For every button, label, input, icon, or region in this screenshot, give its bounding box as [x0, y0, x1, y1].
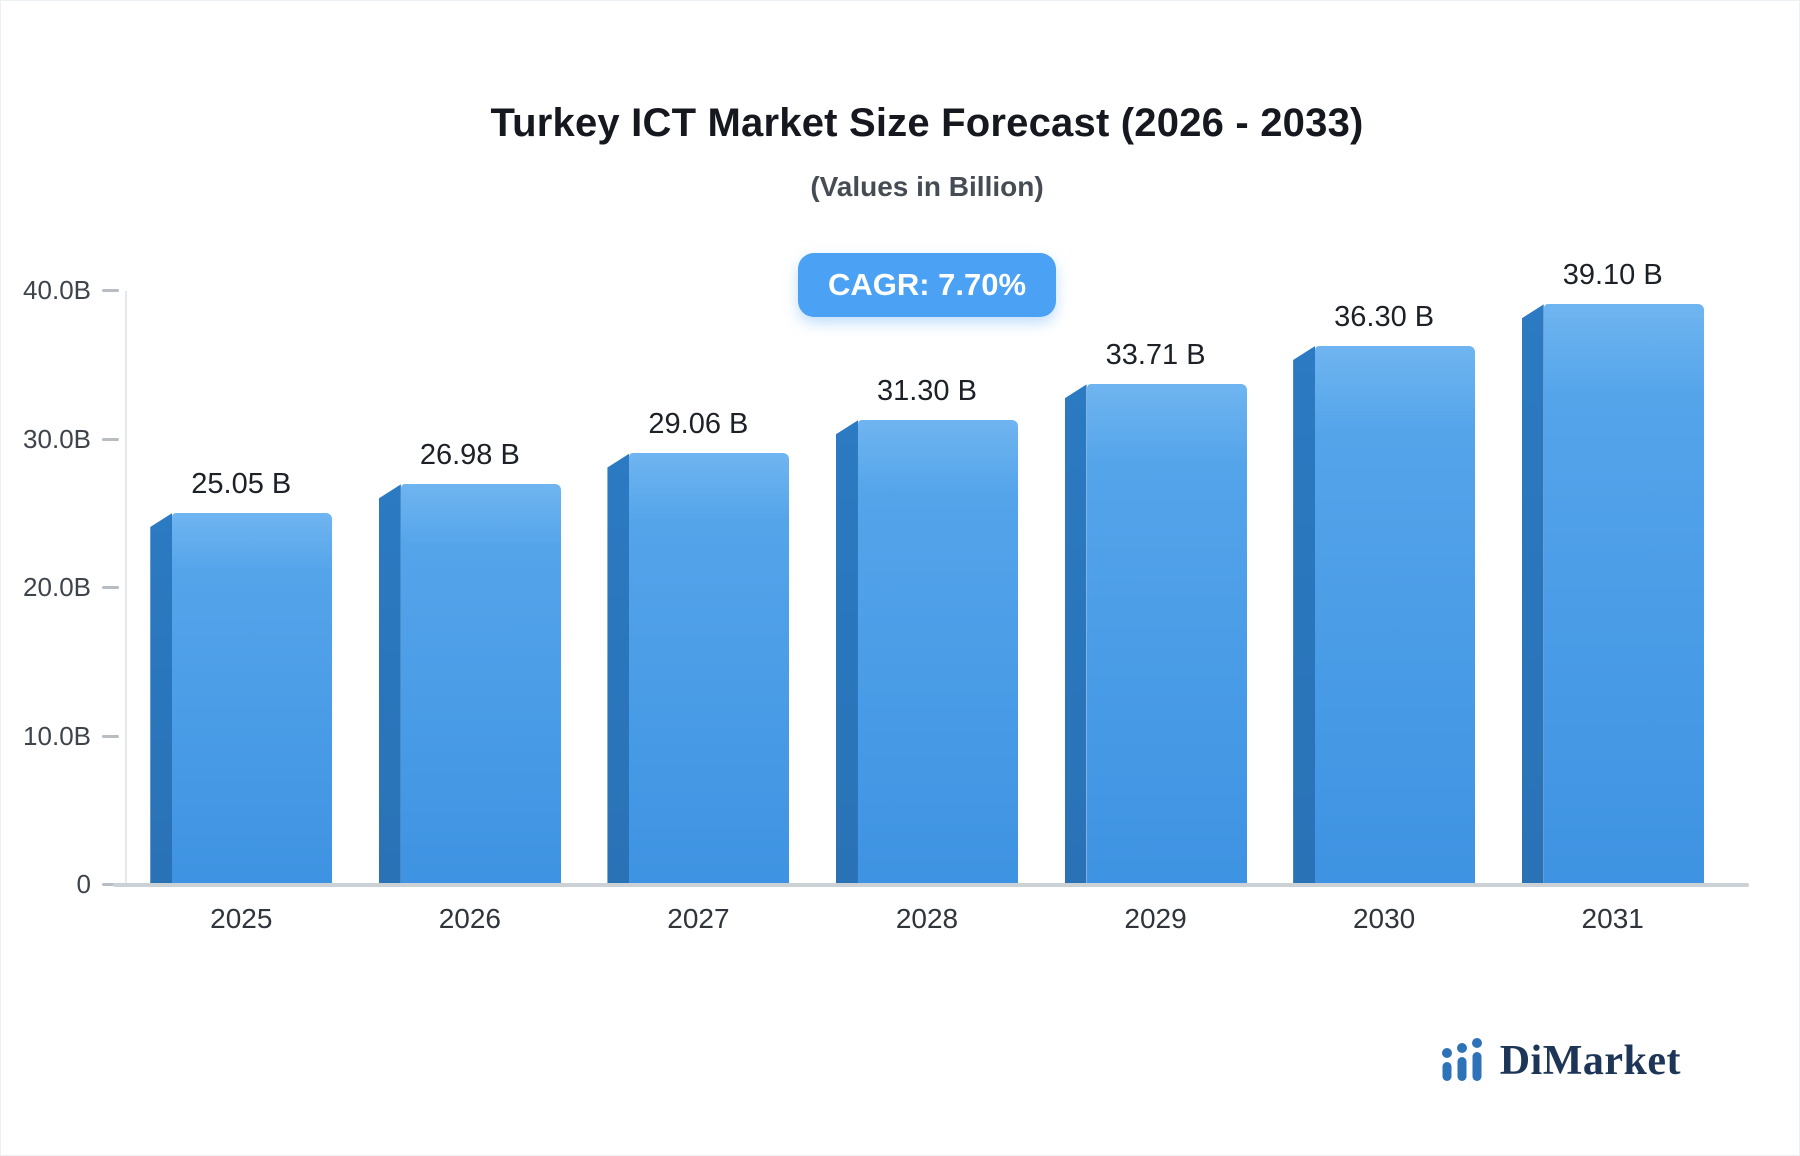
bar-slot: 25.05 B 2025 — [127, 291, 356, 934]
bar-2029 — [1064, 384, 1247, 885]
x-axis-label: 2029 — [1124, 903, 1187, 934]
x-axis-label: 2027 — [667, 903, 730, 934]
bar-slot: 39.10 B 2031 — [1498, 259, 1727, 934]
bar-slot: 26.98 B 2026 — [356, 291, 585, 934]
bar-front-face — [1086, 384, 1247, 885]
bar-side-face — [1521, 304, 1544, 885]
y-tick-mark — [102, 883, 119, 886]
cagr-badge-row: CAGR: 7.70% — [127, 253, 1727, 317]
y-tick-mark — [102, 734, 119, 738]
bar-front-face — [857, 420, 1018, 885]
bar-2027 — [607, 453, 790, 885]
y-tick-label: 10.0B — [23, 720, 91, 751]
y-tick-mark — [102, 437, 119, 441]
y-axis: 0 10.0B 20.0B 30.0B 40.0B — [1, 275, 127, 899]
bar-value-label: 26.98 B — [419, 439, 520, 472]
x-axis-label: 2028 — [895, 903, 959, 934]
y-tick-label: 20.0B — [23, 572, 91, 602]
bar-side-face — [835, 420, 858, 885]
bar-value-label: 31.30 B — [876, 375, 977, 408]
x-axis-label: 2030 — [1352, 903, 1416, 934]
y-axis-line — [125, 291, 127, 885]
bar-side-face — [1064, 384, 1087, 885]
y-tick-label: 0 — [76, 869, 91, 899]
y-tick-label: 40.0B — [23, 275, 91, 305]
bar-front-face — [400, 484, 561, 885]
bar-side-face — [378, 484, 401, 885]
chart-subtitle: (Values in Billion) — [810, 171, 1044, 202]
chart-title: Turkey ICT Market Size Forecast (2026 - … — [490, 101, 1364, 145]
bar-slot: 31.30 B 2028 — [813, 291, 1042, 934]
bar-side-face — [150, 513, 173, 885]
bar-side-face — [1293, 345, 1316, 885]
x-axis-label: 2026 — [438, 903, 501, 934]
bar-value-label: 39.10 B — [1562, 259, 1663, 292]
bar-chart-logo-icon — [1438, 1037, 1486, 1085]
bar-front-face — [1315, 345, 1476, 885]
bar-slot: 36.30 B 2030 — [1270, 291, 1499, 934]
bar-front-face — [172, 513, 333, 885]
cagr-badge: CAGR: 7.70% — [797, 253, 1057, 317]
logo-wordmark: DiMarket — [1499, 1038, 1681, 1084]
bar-2031 — [1521, 304, 1704, 885]
bar-slot: 33.71 B 2029 — [1041, 291, 1270, 934]
bar-2028 — [835, 420, 1018, 885]
bar-2025 — [150, 513, 333, 885]
bar-front-face — [1543, 304, 1704, 885]
bar-2026 — [378, 484, 561, 885]
bar-side-face — [607, 453, 630, 885]
x-axis-line — [113, 883, 1749, 887]
bar-value-label: 25.05 B — [191, 468, 292, 501]
x-axis-label: 2031 — [1581, 903, 1644, 934]
bar-value-label: 36.30 B — [1334, 300, 1435, 333]
bar-front-face — [629, 453, 790, 885]
bar-value-label: 33.71 B — [1105, 339, 1206, 372]
bar-slot: 29.06 B 2027 — [584, 291, 813, 934]
y-tick-mark — [102, 289, 119, 292]
bar-value-label: 29.06 B — [648, 408, 749, 441]
plot-area: 25.05 B 2025 26.98 B 2026 29.06 B 2027 31.30 B… — [127, 259, 1727, 934]
bar-2030 — [1293, 345, 1476, 885]
y-tick-label: 30.0B — [23, 423, 91, 454]
y-tick-mark — [102, 586, 119, 589]
x-axis-label: 2025 — [210, 903, 273, 934]
dimarket-logo: DiMarket — [1438, 1037, 1681, 1085]
